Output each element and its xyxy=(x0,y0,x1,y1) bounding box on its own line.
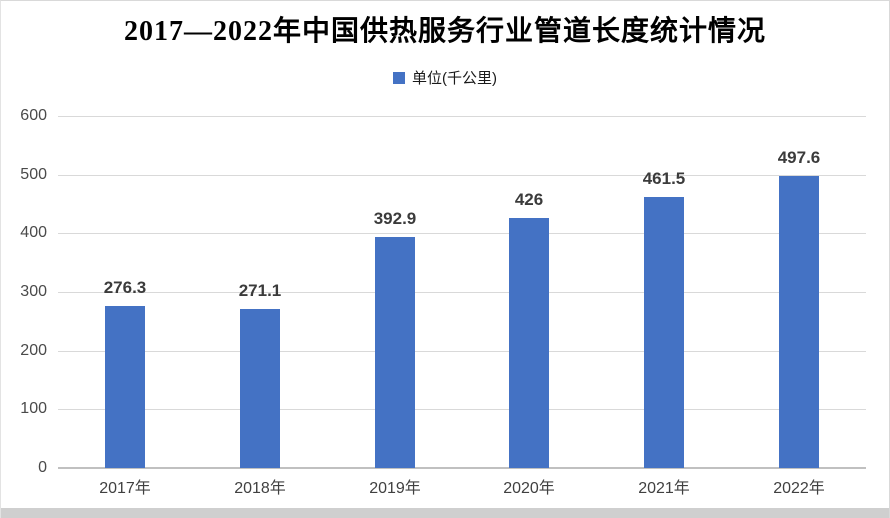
plot-area: 276.3 271.1 392.9 426 461.5 497.6 xyxy=(58,116,866,469)
bar-value-label: 426 xyxy=(514,190,544,209)
x-axis-tick-label: 2020年 xyxy=(503,480,555,497)
x-axis-tick-label: 2019年 xyxy=(369,480,421,497)
legend-swatch-icon xyxy=(393,71,405,84)
bar-value-label: 497.6 xyxy=(777,148,821,167)
chart-legend: 单位(千公里) xyxy=(1,67,889,88)
y-axis-tick-label: 300 xyxy=(20,283,47,300)
x-axis-tick-label: 2022年 xyxy=(773,480,825,497)
gridline xyxy=(58,174,866,176)
y-axis-tick-label: 500 xyxy=(20,165,47,183)
x-axis-tick-label: 2021年 xyxy=(638,480,690,497)
y-axis-tick-label: 0 xyxy=(38,459,47,476)
bar-2019年 xyxy=(375,237,415,468)
bar-2018年 xyxy=(240,309,280,468)
legend-label: 单位(千公里) xyxy=(412,70,497,87)
gridline xyxy=(58,292,866,293)
bar-value-label: 461.5 xyxy=(642,169,686,188)
x-axis-tick-label: 2018年 xyxy=(234,480,286,497)
y-axis-tick-label: 200 xyxy=(20,341,47,359)
y-axis-tick-label: 400 xyxy=(20,224,47,242)
gridline xyxy=(58,409,866,411)
bar-value-label: 271.1 xyxy=(238,281,282,300)
bottom-edge-strip xyxy=(1,508,889,518)
bar-2022年 xyxy=(779,176,819,468)
bar-value-label: 392.9 xyxy=(373,209,417,228)
bar-2020年 xyxy=(509,218,549,468)
chart-title: 2017—2022年中国供热服务行业管道长度统计情况 xyxy=(123,16,766,47)
y-axis-tick-label: 600 xyxy=(20,107,47,124)
bar-value-label: 276.3 xyxy=(103,278,147,297)
bar-2017年 xyxy=(105,306,145,468)
bar-2021年 xyxy=(644,197,684,468)
gridline xyxy=(58,116,866,117)
x-axis-line xyxy=(58,467,866,469)
gridline xyxy=(58,233,866,235)
gridline xyxy=(58,350,866,352)
x-axis-tick-label: 2017年 xyxy=(99,480,151,497)
y-axis-tick-label: 100 xyxy=(20,400,47,418)
